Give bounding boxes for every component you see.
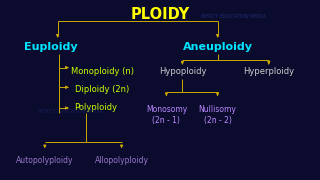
Text: Polyploidy: Polyploidy xyxy=(75,103,117,112)
Text: PLOIDY: PLOIDY xyxy=(131,7,189,22)
Text: Hyperploidy: Hyperploidy xyxy=(243,68,294,76)
Text: Diploidy (2n): Diploidy (2n) xyxy=(75,86,130,94)
Text: Euploidy: Euploidy xyxy=(24,42,78,52)
Text: Autopolyploidy: Autopolyploidy xyxy=(16,156,74,165)
Text: MERCY EDUCATION MEDIA: MERCY EDUCATION MEDIA xyxy=(38,109,103,114)
Text: Aneuploidy: Aneuploidy xyxy=(183,42,252,52)
Text: Nullisomy
(2n - 2): Nullisomy (2n - 2) xyxy=(199,105,236,125)
Text: Hypoploidy: Hypoploidy xyxy=(159,68,206,76)
Text: MERCY EDUCATION MEDIA: MERCY EDUCATION MEDIA xyxy=(201,14,266,19)
Text: Monoploidy (n): Monoploidy (n) xyxy=(71,68,134,76)
Text: Allopolyploidy: Allopolyploidy xyxy=(95,156,148,165)
Text: Monosomy
(2n - 1): Monosomy (2n - 1) xyxy=(146,105,187,125)
